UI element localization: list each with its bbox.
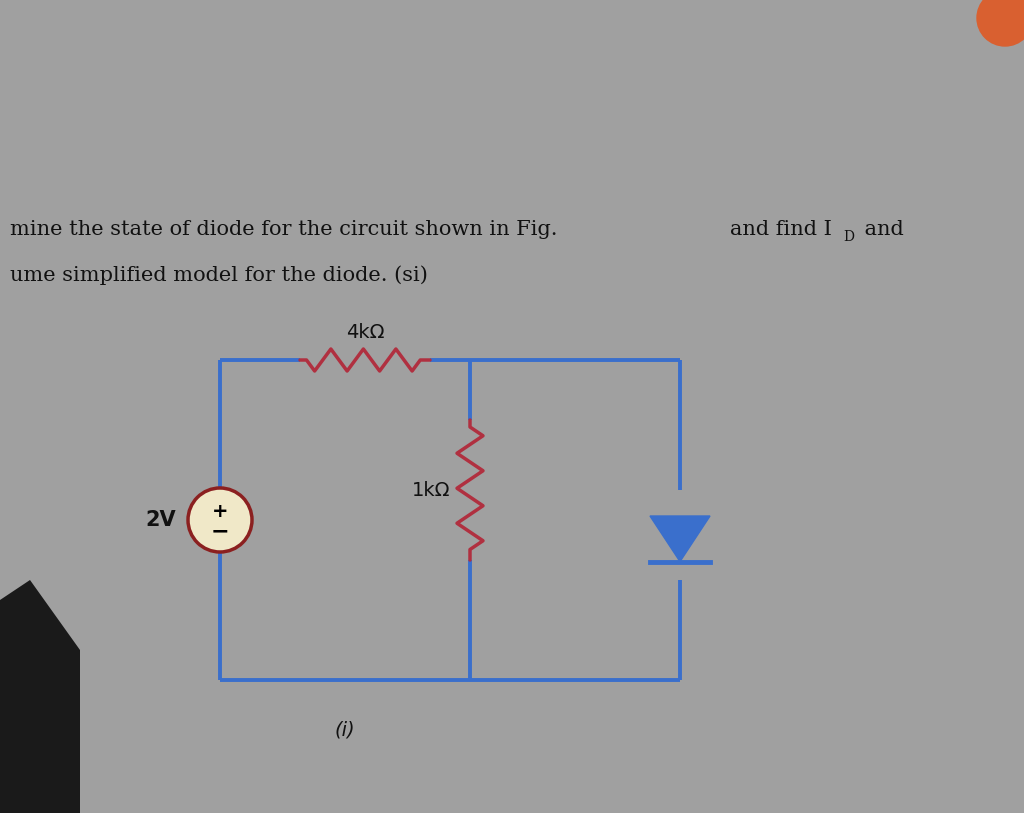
Polygon shape [650, 516, 710, 562]
Text: 1kΩ: 1kΩ [412, 480, 450, 499]
Text: ume simplified model for the diode. (si): ume simplified model for the diode. (si) [10, 265, 428, 285]
Text: +: + [212, 502, 228, 520]
Text: 2V: 2V [145, 510, 176, 530]
Polygon shape [0, 580, 80, 813]
Text: −: − [211, 521, 229, 541]
Circle shape [977, 0, 1024, 46]
Text: D: D [843, 230, 854, 244]
Text: mine the state of diode for the circuit shown in Fig.: mine the state of diode for the circuit … [10, 220, 557, 239]
Text: 4kΩ: 4kΩ [346, 323, 384, 342]
Circle shape [188, 488, 252, 552]
Text: and: and [858, 220, 904, 239]
Text: and find I: and find I [730, 220, 831, 239]
Text: (i): (i) [335, 720, 355, 739]
